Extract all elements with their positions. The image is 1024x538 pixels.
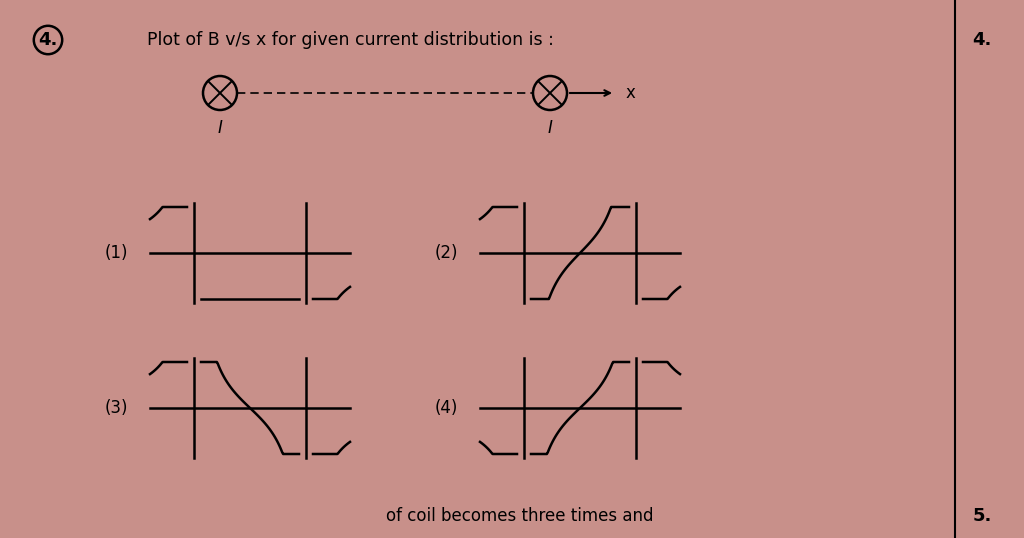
Text: x: x bbox=[625, 84, 635, 102]
Text: 5.: 5. bbox=[973, 507, 991, 525]
Text: (1): (1) bbox=[104, 244, 128, 262]
Text: of coil becomes three times and: of coil becomes three times and bbox=[386, 507, 653, 525]
Text: (4): (4) bbox=[434, 399, 458, 417]
Text: Plot of B v/s x for given current distribution is :: Plot of B v/s x for given current distri… bbox=[146, 31, 553, 49]
Text: I: I bbox=[548, 119, 552, 137]
Text: (2): (2) bbox=[434, 244, 458, 262]
Text: 4.: 4. bbox=[973, 31, 991, 49]
Text: I: I bbox=[217, 119, 222, 137]
Text: (3): (3) bbox=[104, 399, 128, 417]
Text: 4.: 4. bbox=[38, 31, 57, 49]
